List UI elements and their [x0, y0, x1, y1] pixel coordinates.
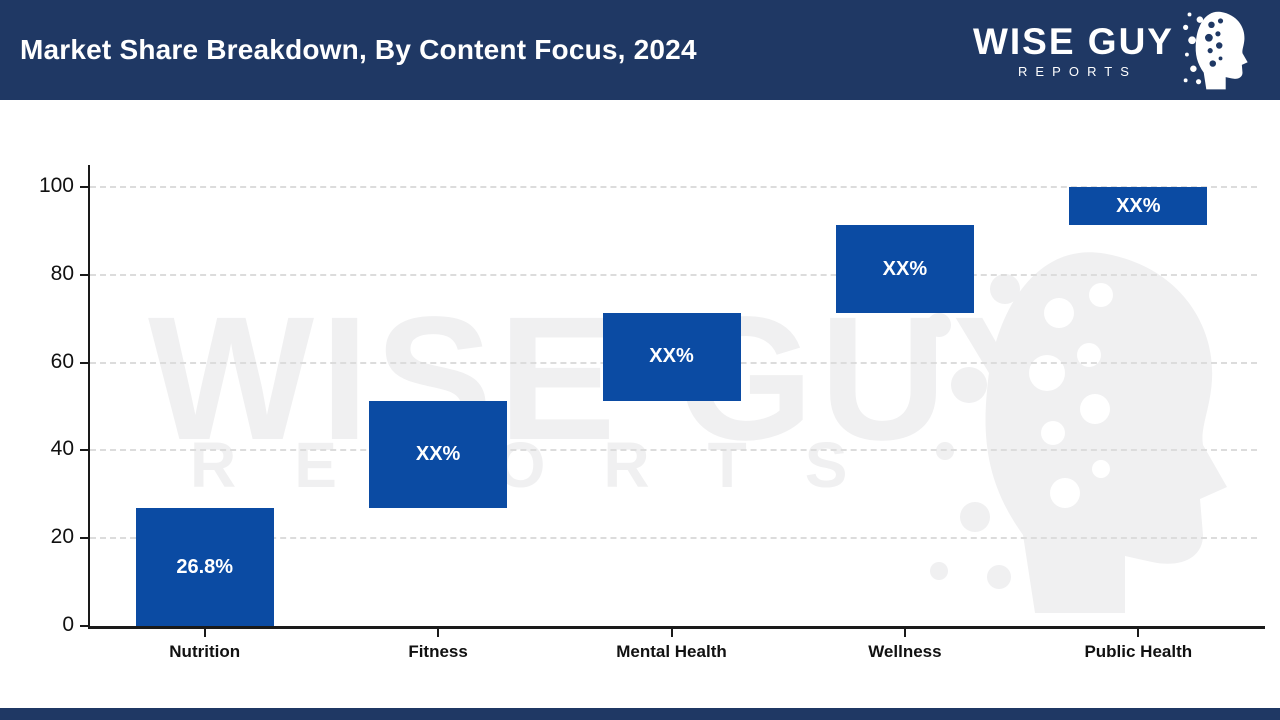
- y-gridline: [90, 537, 1257, 540]
- waterfall-bar-wellness: XX%: [835, 225, 974, 313]
- y-tick-mark: [80, 361, 88, 364]
- waterfall-bar-public-health: XX%: [1069, 186, 1208, 226]
- head-profile-icon: [1183, 11, 1248, 90]
- waterfall-bar-nutrition: 26.8%: [135, 508, 274, 626]
- footer-bar: [0, 708, 1280, 720]
- waterfall-bar-fitness: XX%: [369, 400, 508, 509]
- x-axis-line: [88, 626, 1265, 629]
- brand-subtitle: REPORTS: [1017, 63, 1138, 79]
- brand-name: WISE GUY: [972, 20, 1174, 62]
- y-tick-mark: [80, 273, 88, 276]
- bar-value-label: XX%: [649, 345, 694, 368]
- page-title: Market Share Breakdown, By Content Focus…: [20, 34, 697, 65]
- x-tick-mark: [1137, 629, 1140, 637]
- x-tick-mark: [903, 629, 906, 637]
- bar-value-label: 26.8%: [176, 555, 234, 578]
- y-tick-label: 100: [38, 173, 74, 197]
- x-category-label: Public Health: [1084, 642, 1193, 661]
- watermark-head-profile: [921, 252, 1227, 613]
- x-category-label: Mental Health: [616, 642, 727, 661]
- y-tick-label: 80: [50, 261, 74, 285]
- x-tick-mark: [203, 629, 206, 637]
- brand-wordmark: WISE GUY REPORTS: [973, 23, 1174, 78]
- y-tick-mark: [80, 537, 88, 540]
- x-tick-mark: [437, 629, 440, 637]
- brand-logo: WISE GUY REPORTS: [973, 8, 1252, 92]
- y-tick-mark: [80, 449, 88, 452]
- y-tick-label: 40: [50, 437, 74, 461]
- chart-area: WISE GUY REPORTS 0 20 40 60 80 100 26.8% Nutrit…: [0, 100, 1280, 708]
- x-category-label: Nutrition: [169, 642, 241, 661]
- waterfall-bar-mental-health: XX%: [602, 312, 741, 401]
- bar-value-label: XX%: [415, 443, 461, 466]
- y-gridline: [90, 185, 1257, 188]
- y-tick-mark: [80, 625, 88, 627]
- x-category-label: Fitness: [408, 642, 468, 661]
- bar-value-label: XX%: [882, 257, 928, 280]
- y-gridline: [90, 449, 1257, 452]
- y-tick-mark: [80, 185, 88, 188]
- header-bar: Market Share Breakdown, By Content Focus…: [0, 0, 1280, 100]
- x-tick-mark: [670, 629, 673, 637]
- y-tick-label: 20: [50, 525, 74, 549]
- y-gridline: [90, 273, 1257, 276]
- y-axis-line: [88, 165, 90, 626]
- watermark-text-secondary: REPORTS: [190, 429, 906, 501]
- bar-value-label: XX%: [1116, 194, 1161, 217]
- y-tick-label: 0: [62, 613, 74, 636]
- x-category-label: Wellness: [868, 642, 942, 661]
- y-tick-label: 60: [50, 349, 74, 373]
